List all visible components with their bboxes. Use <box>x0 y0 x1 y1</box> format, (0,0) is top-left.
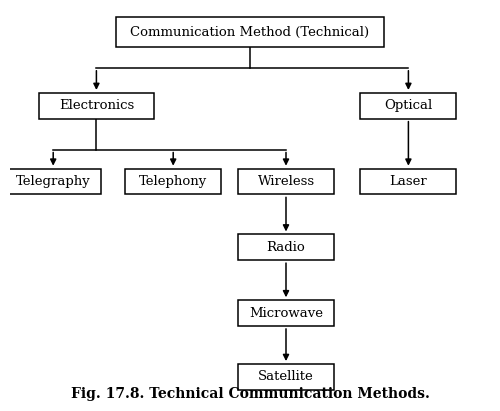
Text: Satellite: Satellite <box>258 370 314 383</box>
FancyBboxPatch shape <box>39 93 154 119</box>
FancyBboxPatch shape <box>360 169 456 194</box>
FancyBboxPatch shape <box>5 169 101 194</box>
FancyBboxPatch shape <box>116 17 384 47</box>
FancyBboxPatch shape <box>238 364 334 390</box>
Text: Radio: Radio <box>266 241 306 254</box>
Text: Telegraphy: Telegraphy <box>16 175 90 188</box>
Text: Microwave: Microwave <box>249 307 323 320</box>
FancyBboxPatch shape <box>238 169 334 194</box>
Text: Wireless: Wireless <box>258 175 314 188</box>
FancyBboxPatch shape <box>125 169 221 194</box>
Text: Laser: Laser <box>390 175 428 188</box>
FancyBboxPatch shape <box>238 234 334 260</box>
FancyBboxPatch shape <box>238 300 334 326</box>
Text: Communication Method (Technical): Communication Method (Technical) <box>130 25 370 39</box>
Text: Fig. 17.8. Technical Communication Methods.: Fig. 17.8. Technical Communication Metho… <box>70 387 430 401</box>
FancyBboxPatch shape <box>360 93 456 119</box>
Text: Optical: Optical <box>384 99 432 112</box>
Text: Telephony: Telephony <box>139 175 207 188</box>
Text: Electronics: Electronics <box>59 99 134 112</box>
